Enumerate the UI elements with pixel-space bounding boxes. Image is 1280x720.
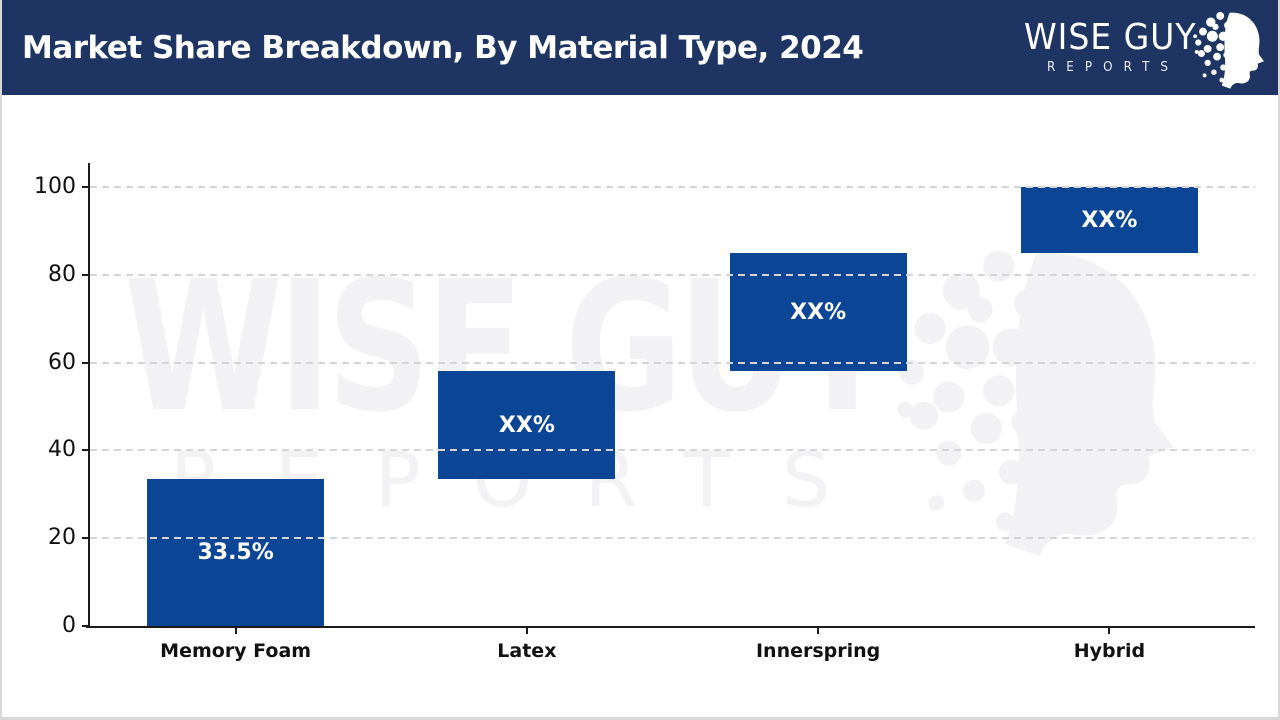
x-tick-label-innerspring: Innerspring bbox=[755, 640, 881, 662]
y-tick-mark bbox=[82, 449, 90, 452]
x-tick-mark bbox=[817, 626, 820, 634]
x-tick-label-memory-foam: Memory Foam bbox=[160, 640, 312, 662]
logo-tagline: REPORTS bbox=[1046, 60, 1179, 75]
x-tick-mark bbox=[1108, 626, 1111, 634]
y-tick-mark bbox=[82, 537, 90, 540]
y-tick-label: 0 bbox=[62, 613, 76, 638]
y-tick-label: 100 bbox=[34, 174, 76, 200]
y-axis-line bbox=[88, 163, 90, 628]
x-tick-mark bbox=[234, 626, 237, 634]
x-tick-label-hybrid: Hybrid bbox=[1073, 640, 1146, 662]
x-tick-label-latex: Latex bbox=[497, 640, 557, 662]
y-tick-label: 40 bbox=[48, 437, 76, 463]
header-bar: Market Share Breakdown, By Material Type… bbox=[2, 0, 1278, 95]
y-tick-mark bbox=[82, 625, 90, 627]
brand-logo: WISE GUY REPORTS bbox=[1009, 0, 1271, 95]
x-axis-line bbox=[86, 626, 1255, 628]
watermark-head-icon bbox=[891, 250, 1174, 557]
watermark-tagline: REPORTS bbox=[170, 435, 883, 524]
y-tick-mark bbox=[82, 186, 90, 189]
y-tick-mark bbox=[82, 273, 90, 276]
logo-wordmark: WISE GUY bbox=[1023, 17, 1196, 58]
y-tick-mark bbox=[82, 361, 90, 364]
gridline bbox=[90, 186, 1255, 189]
watermark-wordmark: WISE GUY bbox=[124, 243, 894, 452]
y-tick-label: 80 bbox=[48, 261, 76, 287]
x-tick-mark bbox=[525, 626, 528, 634]
page-title: Market Share Breakdown, By Material Type… bbox=[22, 29, 864, 66]
y-tick-label: 60 bbox=[48, 349, 76, 375]
logo-text: WISE GUY REPORTS bbox=[1023, 17, 1197, 76]
y-tick-label: 20 bbox=[48, 525, 76, 551]
logo-head-icon bbox=[1193, 11, 1264, 89]
